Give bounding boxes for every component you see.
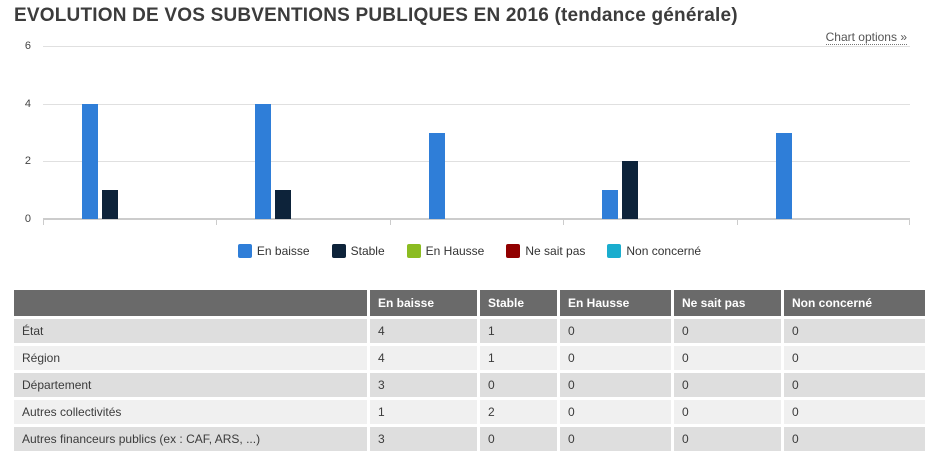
cell-value: 0 [671,370,781,397]
x-axis-tick [909,219,910,225]
cell-value: 4 [367,343,477,370]
y-axis-tick-label: 6 [24,40,31,52]
cell-value: 0 [557,370,671,397]
table-column-header: Ne sait pas [671,290,781,316]
bar-chart-plot-area: 0 2 4 6 [25,40,910,225]
cell-value: 0 [781,370,925,397]
cell-value: 0 [671,424,781,451]
table-column-header: En baisse [367,290,477,316]
legend-label: Ne sait pas [525,243,586,258]
cell-value: 0 [477,424,557,451]
chart-legend: En baisse Stable En Hausse Ne sait pas Non c… [0,243,939,258]
legend-item-stable[interactable]: Stable [331,243,385,258]
legend-swatch [506,243,521,258]
legend-item-ne-sait-pas[interactable]: Ne sait pas [506,243,586,258]
results-table: En baisse Stable En Hausse Ne sait pas Non c… [14,290,925,451]
cell-value: 3 [367,370,477,397]
cell-value: 0 [671,397,781,424]
legend-swatch [607,243,622,258]
cell-value: 2 [477,397,557,424]
table-row: Autres financeurs publics (ex : CAF, ARS… [14,424,925,451]
cell-value: 1 [477,316,557,343]
bar-en-baisse[interactable] [255,103,272,219]
cell-value: 0 [477,370,557,397]
table-row: Autres collectivités 1 2 0 0 0 [14,397,925,424]
bar-stable[interactable] [274,190,291,219]
legend-label: En Hausse [425,243,485,258]
bar-en-baisse[interactable] [602,190,619,219]
table-column-header: Non concerné [781,290,925,316]
x-axis-tick [563,219,565,225]
table-column-header [14,290,367,316]
cell-value: 0 [781,316,925,343]
gridline [43,103,910,105]
table-column-header: Stable [477,290,557,316]
x-axis-tick [216,219,218,225]
row-label: Région [14,343,367,370]
bar-en-baisse[interactable] [82,103,98,219]
x-axis-tick [736,219,738,225]
cell-value: 0 [671,343,781,370]
row-label: Département [14,370,367,397]
legend-swatch [406,243,421,258]
gridline [43,46,910,47]
table-column-header: En Hausse [557,290,671,316]
row-label: État [14,316,367,343]
table-row: État 4 1 0 0 0 [14,316,925,343]
cell-value: 1 [477,343,557,370]
legend-item-en-hausse[interactable]: En Hausse [406,243,485,258]
legend-swatch [331,243,346,258]
table-header-row: En baisse Stable En Hausse Ne sait pas Non c… [14,290,925,316]
x-axis-tick [43,219,44,225]
legend-label: Non concerné [626,243,702,258]
y-axis-tick-label: 2 [24,155,31,168]
cell-value: 0 [557,397,671,424]
bar-en-baisse[interactable] [428,132,445,219]
x-axis-line [43,218,910,220]
legend-label: Stable [350,243,385,258]
row-label: Autres financeurs publics (ex : CAF, ARS… [14,424,367,451]
cell-value: 0 [781,424,925,451]
y-axis-tick-label: 0 [24,213,31,225]
table-row: Département 3 0 0 0 0 [14,370,925,397]
gridline [43,161,910,163]
cell-value: 0 [671,316,781,343]
cell-value: 0 [781,397,925,424]
legend-swatch [237,243,252,258]
legend-item-en-baisse[interactable]: En baisse [237,243,310,258]
x-axis-tick [389,219,391,225]
bar-en-baisse[interactable] [775,132,792,219]
page-title: EVOLUTION DE VOS SUBVENTIONS PUBLIQUES E… [14,5,738,26]
chart-options-row: Chart options » [0,28,939,45]
y-axis-tick-label: 4 [24,97,31,110]
cell-value: 0 [781,343,925,370]
table-row: Région 4 1 0 0 0 [14,343,925,370]
cell-value: 3 [367,424,477,451]
cell-value: 4 [367,316,477,343]
cell-value: 1 [367,397,477,424]
cell-value: 0 [557,343,671,370]
bar-stable[interactable] [101,190,118,219]
cell-value: 0 [557,316,671,343]
legend-label: En baisse [256,243,310,258]
cell-value: 0 [557,424,671,451]
legend-item-non-concerné[interactable]: Non concerné [607,243,702,258]
bar-stable[interactable] [621,161,638,219]
row-label: Autres collectivités [14,397,367,424]
chart-options-link[interactable]: Chart options » [825,30,907,45]
